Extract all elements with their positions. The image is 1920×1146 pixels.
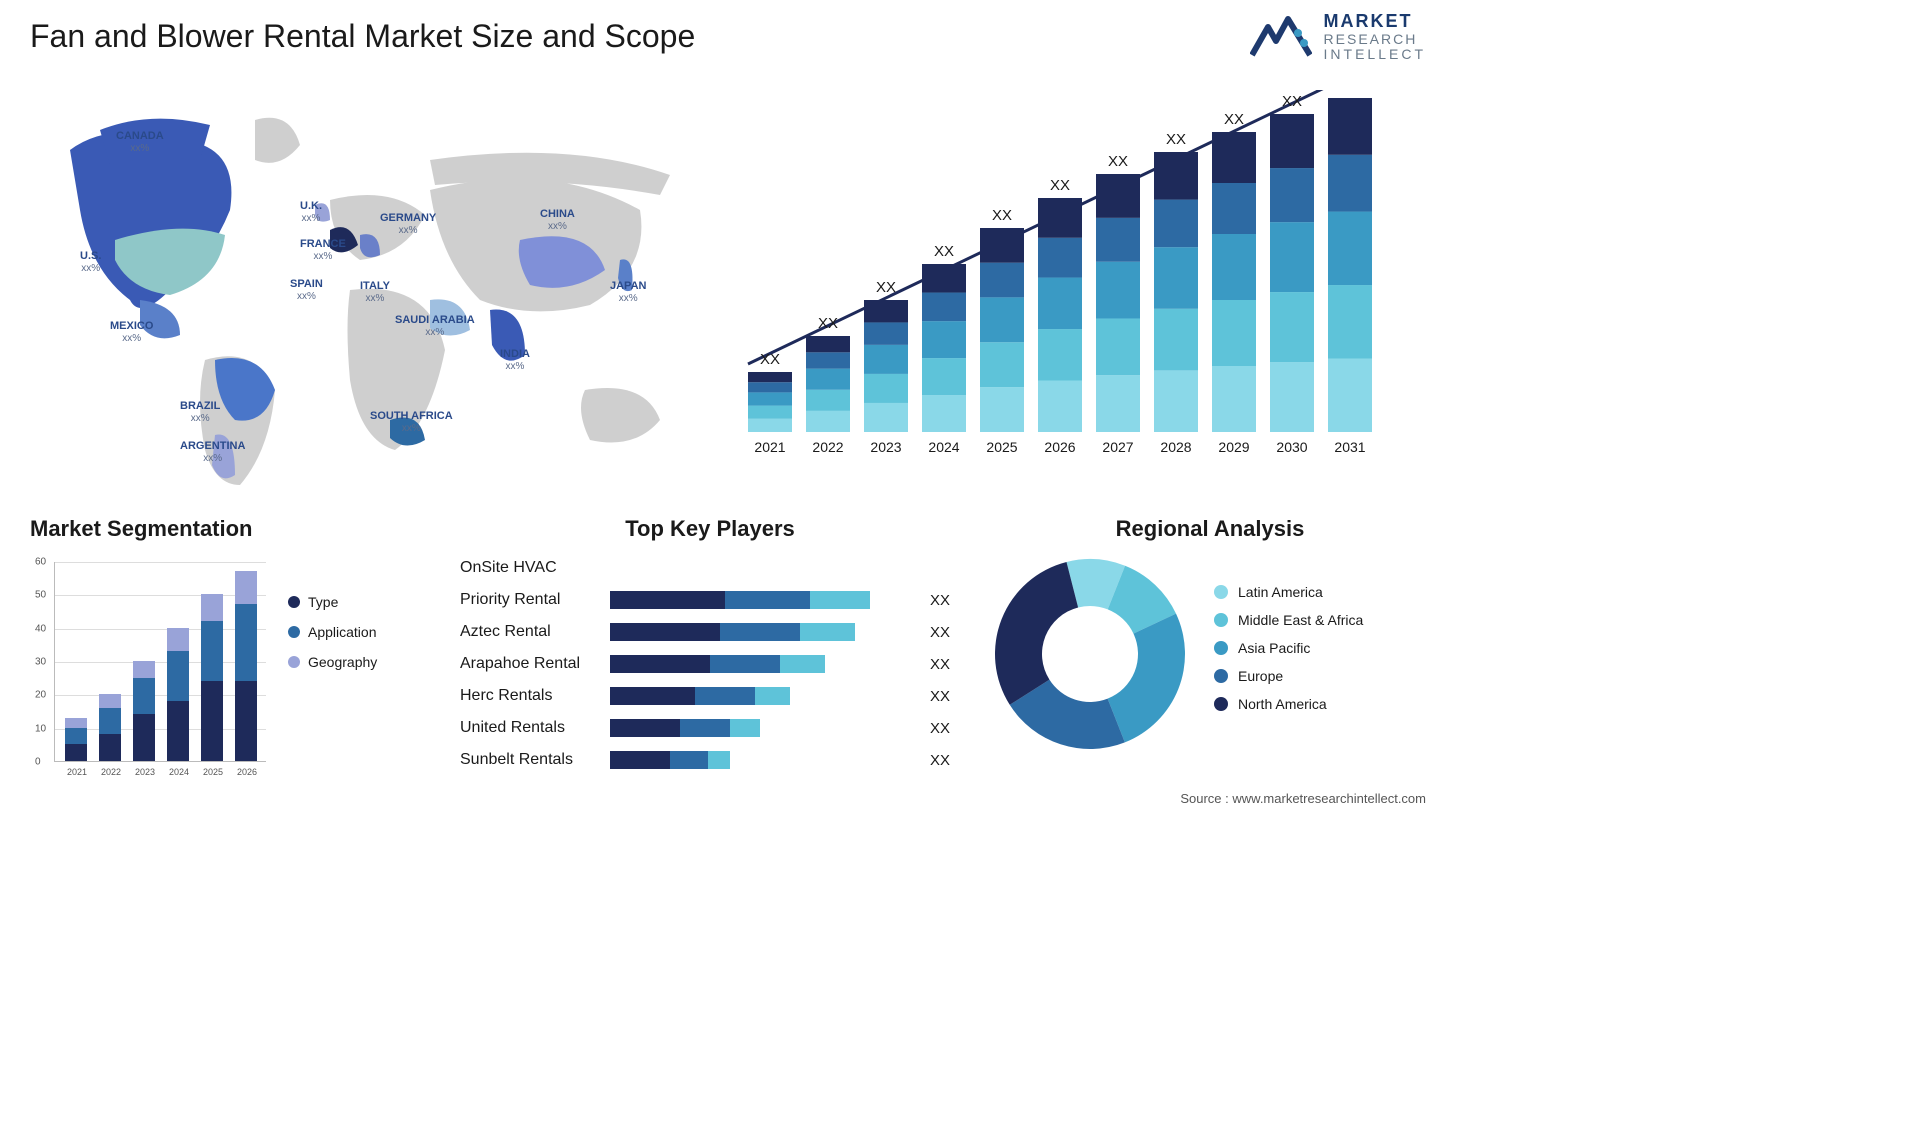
map-label: FRANCExx%	[300, 238, 346, 263]
key-players-panel: Top Key Players OnSite HVAC Priority Rent…	[460, 516, 960, 778]
svg-text:XX: XX	[818, 315, 838, 332]
player-name: Aztec Rental	[460, 623, 610, 641]
brand-logo-icon	[1250, 13, 1312, 61]
map-label: U.S.xx%	[80, 250, 101, 275]
svg-text:XX: XX	[760, 351, 780, 368]
svg-text:2027: 2027	[1102, 439, 1133, 455]
player-row: United Rentals XX	[460, 714, 960, 742]
svg-text:2029: 2029	[1218, 439, 1249, 455]
player-value: XX	[924, 688, 960, 705]
player-row: Priority Rental XX	[460, 586, 960, 614]
svg-text:XX: XX	[1108, 153, 1128, 170]
segmentation-title: Market Segmentation	[30, 516, 430, 542]
player-name: Herc Rentals	[460, 687, 610, 705]
logo-line3: INTELLECT	[1324, 47, 1426, 62]
svg-text:2030: 2030	[1276, 439, 1307, 455]
player-row: Arapahoe Rental XX	[460, 650, 960, 678]
segmentation-chart: 0102030405060202120222023202420252026	[30, 562, 270, 782]
player-value: XX	[924, 624, 960, 641]
segmentation-bar	[65, 718, 87, 761]
svg-text:XX: XX	[934, 243, 954, 260]
player-bar	[610, 591, 890, 609]
players-title: Top Key Players	[460, 516, 960, 542]
svg-text:2026: 2026	[1044, 439, 1075, 455]
svg-text:XX: XX	[992, 207, 1012, 224]
svg-text:2021: 2021	[754, 439, 785, 455]
regional-legend: Latin America Middle East & Africa Asia Pa…	[1214, 584, 1363, 724]
map-label: GERMANYxx%	[380, 212, 436, 237]
segmentation-legend: Type Application Geography	[288, 594, 377, 684]
segmentation-bar	[133, 661, 155, 761]
player-row: Herc Rentals XX	[460, 682, 960, 710]
segmentation-bar	[99, 694, 121, 761]
map-label: ARGENTINAxx%	[180, 440, 245, 465]
page-title: Fan and Blower Rental Market Size and Sc…	[30, 18, 695, 55]
player-name: OnSite HVAC	[460, 559, 610, 577]
source-attribution: Source : www.marketresearchintellect.com	[1180, 791, 1426, 806]
map-label: U.K.xx%	[300, 200, 322, 225]
logo-line1: MARKET	[1324, 12, 1426, 32]
regional-donut-chart	[990, 554, 1190, 754]
map-label: CHINAxx%	[540, 208, 575, 233]
segmentation-legend-item: Application	[288, 624, 377, 640]
regional-analysis-panel: Regional Analysis Latin America Middle Ea…	[990, 516, 1430, 754]
svg-text:XX: XX	[1340, 90, 1360, 94]
svg-text:2031: 2031	[1334, 439, 1365, 455]
player-value: XX	[924, 752, 960, 769]
svg-text:XX: XX	[876, 279, 896, 296]
player-name: Priority Rental	[460, 591, 610, 609]
donut-slice	[995, 562, 1078, 705]
segmentation-bar	[235, 571, 257, 761]
map-label: ITALYxx%	[360, 280, 390, 305]
svg-text:2022: 2022	[812, 439, 843, 455]
player-bar	[610, 559, 890, 577]
player-bar	[610, 751, 890, 769]
map-label: INDIAxx%	[500, 348, 530, 373]
svg-text:2024: 2024	[928, 439, 959, 455]
main-growth-chart: XX 2021 XX 2022 XX 2023 XX 2024 XX 2025 XX 2026 XX 20…	[740, 90, 1420, 470]
player-row: Sunbelt Rentals XX	[460, 746, 960, 774]
regional-legend-item: Middle East & Africa	[1214, 612, 1363, 628]
player-name: United Rentals	[460, 719, 610, 737]
logo-line2: RESEARCH	[1324, 32, 1426, 47]
regional-legend-item: Asia Pacific	[1214, 640, 1363, 656]
map-label: SAUDI ARABIAxx%	[395, 314, 475, 339]
player-bar	[610, 623, 890, 641]
svg-text:XX: XX	[1282, 93, 1302, 110]
svg-text:2025: 2025	[986, 439, 1017, 455]
player-row: OnSite HVAC	[460, 554, 960, 582]
svg-text:XX: XX	[1224, 111, 1244, 128]
brand-logo: MARKET RESEARCH INTELLECT	[1250, 12, 1426, 63]
svg-text:2023: 2023	[870, 439, 901, 455]
map-label: SOUTH AFRICAxx%	[370, 410, 453, 435]
regional-legend-item: Europe	[1214, 668, 1363, 684]
player-name: Sunbelt Rentals	[460, 751, 610, 769]
map-label: MEXICOxx%	[110, 320, 153, 345]
map-label: JAPANxx%	[610, 280, 646, 305]
svg-text:XX: XX	[1050, 177, 1070, 194]
segmentation-bar	[167, 628, 189, 761]
segmentation-bar	[201, 594, 223, 761]
segmentation-legend-item: Type	[288, 594, 377, 610]
map-label: CANADAxx%	[116, 130, 164, 155]
player-value: XX	[924, 720, 960, 737]
market-segmentation-panel: Market Segmentation 01020304050602021202…	[30, 516, 430, 782]
player-bar	[610, 687, 890, 705]
player-row: Aztec Rental XX	[460, 618, 960, 646]
player-value: XX	[924, 656, 960, 673]
donut-slice	[1108, 614, 1185, 743]
map-label: SPAINxx%	[290, 278, 323, 303]
player-value: XX	[924, 592, 960, 609]
regional-legend-item: North America	[1214, 696, 1363, 712]
player-bar	[610, 719, 890, 737]
segmentation-legend-item: Geography	[288, 654, 377, 670]
map-label: BRAZILxx%	[180, 400, 220, 425]
world-map: CANADAxx% U.S.xx% MEXICOxx% BRAZILxx% ARGENT…	[30, 90, 710, 490]
player-name: Arapahoe Rental	[460, 655, 610, 673]
regional-legend-item: Latin America	[1214, 584, 1363, 600]
regional-title: Regional Analysis	[990, 516, 1430, 542]
svg-text:XX: XX	[1166, 131, 1186, 148]
svg-text:2028: 2028	[1160, 439, 1191, 455]
player-bar	[610, 655, 890, 673]
